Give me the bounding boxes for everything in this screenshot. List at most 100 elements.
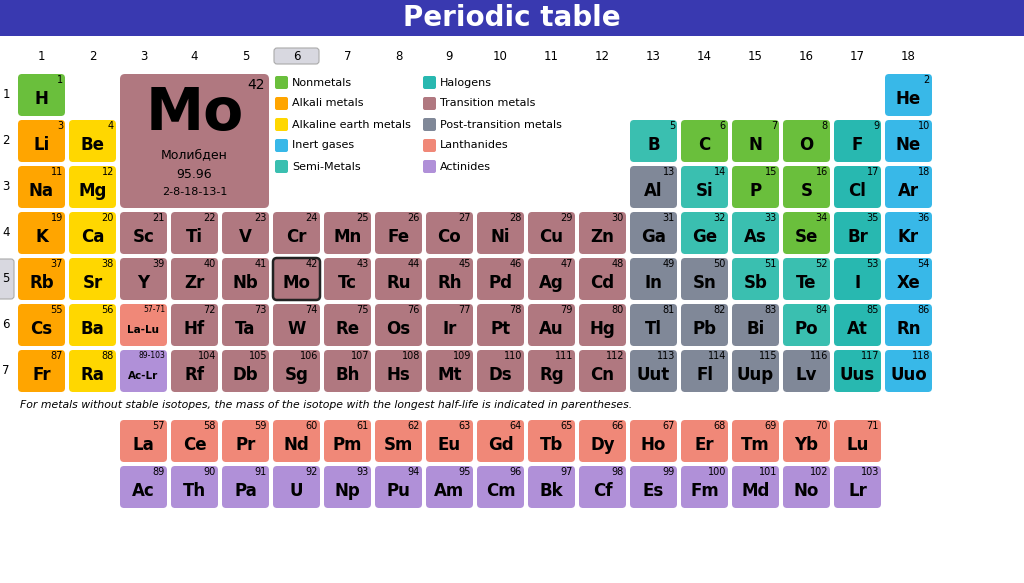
FancyBboxPatch shape — [834, 258, 881, 300]
Text: 67: 67 — [663, 421, 675, 431]
Text: 112: 112 — [605, 351, 624, 361]
Text: 50: 50 — [714, 259, 726, 269]
Text: 14: 14 — [697, 50, 712, 62]
Text: 38: 38 — [101, 259, 114, 269]
FancyBboxPatch shape — [732, 212, 779, 254]
Text: 92: 92 — [305, 467, 318, 477]
FancyBboxPatch shape — [834, 166, 881, 208]
Text: 103: 103 — [860, 467, 879, 477]
Text: 54: 54 — [918, 259, 930, 269]
Text: Alkaline earth metals: Alkaline earth metals — [292, 120, 411, 129]
Text: 74: 74 — [305, 305, 318, 315]
FancyBboxPatch shape — [171, 466, 218, 508]
Text: 72: 72 — [204, 305, 216, 315]
Text: Dy: Dy — [590, 436, 614, 454]
Text: Uus: Uus — [840, 366, 876, 384]
Text: 10: 10 — [918, 121, 930, 131]
Text: 13: 13 — [646, 50, 660, 62]
Text: Ti: Ti — [186, 228, 203, 246]
Text: 13: 13 — [663, 167, 675, 177]
FancyBboxPatch shape — [783, 350, 830, 392]
FancyBboxPatch shape — [732, 258, 779, 300]
Text: Periodic table: Periodic table — [403, 4, 621, 32]
Text: 5: 5 — [2, 272, 9, 286]
Text: 69: 69 — [765, 421, 777, 431]
Text: Rh: Rh — [437, 274, 462, 292]
FancyBboxPatch shape — [885, 120, 932, 162]
FancyBboxPatch shape — [423, 97, 436, 110]
Text: Po: Po — [795, 320, 818, 338]
Text: 3: 3 — [2, 181, 9, 194]
Text: Ra: Ra — [81, 366, 104, 384]
Text: 76: 76 — [408, 305, 420, 315]
Text: 53: 53 — [866, 259, 879, 269]
FancyBboxPatch shape — [477, 350, 524, 392]
Text: 36: 36 — [918, 213, 930, 223]
FancyBboxPatch shape — [630, 258, 677, 300]
Text: 96: 96 — [510, 467, 522, 477]
Text: 60: 60 — [306, 421, 318, 431]
Text: 52: 52 — [815, 259, 828, 269]
Text: Cu: Cu — [540, 228, 563, 246]
FancyBboxPatch shape — [275, 160, 288, 173]
Text: Transition metals: Transition metals — [440, 99, 536, 108]
Text: 82: 82 — [714, 305, 726, 315]
Text: Ga: Ga — [641, 228, 666, 246]
FancyBboxPatch shape — [477, 258, 524, 300]
Text: Pa: Pa — [234, 482, 257, 500]
Text: 43: 43 — [356, 259, 369, 269]
Text: 58: 58 — [204, 421, 216, 431]
Text: 87: 87 — [50, 351, 63, 361]
Text: 40: 40 — [204, 259, 216, 269]
Text: 51: 51 — [765, 259, 777, 269]
Text: Ds: Ds — [488, 366, 512, 384]
Text: Tl: Tl — [645, 320, 662, 338]
Text: Lanthanides: Lanthanides — [440, 141, 509, 150]
Text: 7: 7 — [2, 364, 10, 378]
FancyBboxPatch shape — [477, 420, 524, 462]
Text: Pu: Pu — [387, 482, 411, 500]
Text: 1: 1 — [57, 75, 63, 85]
Text: Fl: Fl — [696, 366, 713, 384]
Text: 12: 12 — [101, 167, 114, 177]
Text: 56: 56 — [101, 305, 114, 315]
Text: K: K — [35, 228, 48, 246]
FancyBboxPatch shape — [579, 350, 626, 392]
Text: Actinides: Actinides — [440, 161, 490, 171]
Text: Ce: Ce — [182, 436, 206, 454]
Text: Cd: Cd — [591, 274, 614, 292]
Text: 84: 84 — [816, 305, 828, 315]
FancyBboxPatch shape — [528, 420, 575, 462]
FancyBboxPatch shape — [579, 466, 626, 508]
Text: Np: Np — [335, 482, 360, 500]
Text: 11: 11 — [544, 50, 559, 62]
Text: 115: 115 — [759, 351, 777, 361]
Text: 71: 71 — [866, 421, 879, 431]
Text: Ca: Ca — [81, 228, 104, 246]
Text: O: O — [800, 136, 814, 154]
Text: 95: 95 — [459, 467, 471, 477]
Text: 55: 55 — [50, 305, 63, 315]
Text: Pd: Pd — [488, 274, 512, 292]
FancyBboxPatch shape — [681, 350, 728, 392]
Text: 4: 4 — [190, 50, 199, 62]
Text: Sb: Sb — [743, 274, 767, 292]
Text: 90: 90 — [204, 467, 216, 477]
Text: 113: 113 — [656, 351, 675, 361]
Text: 29: 29 — [560, 213, 573, 223]
FancyBboxPatch shape — [426, 304, 473, 346]
FancyBboxPatch shape — [834, 420, 881, 462]
Text: 4: 4 — [2, 227, 10, 240]
Text: Cs: Cs — [31, 320, 52, 338]
Text: Ar: Ar — [898, 182, 920, 200]
Text: Ne: Ne — [896, 136, 922, 154]
FancyBboxPatch shape — [783, 120, 830, 162]
Text: Tm: Tm — [741, 436, 770, 454]
Text: Mg: Mg — [78, 182, 106, 200]
FancyBboxPatch shape — [274, 48, 319, 64]
Text: Al: Al — [644, 182, 663, 200]
Text: U: U — [290, 482, 303, 500]
FancyBboxPatch shape — [783, 420, 830, 462]
Text: 15: 15 — [749, 50, 763, 62]
Text: 34: 34 — [816, 213, 828, 223]
